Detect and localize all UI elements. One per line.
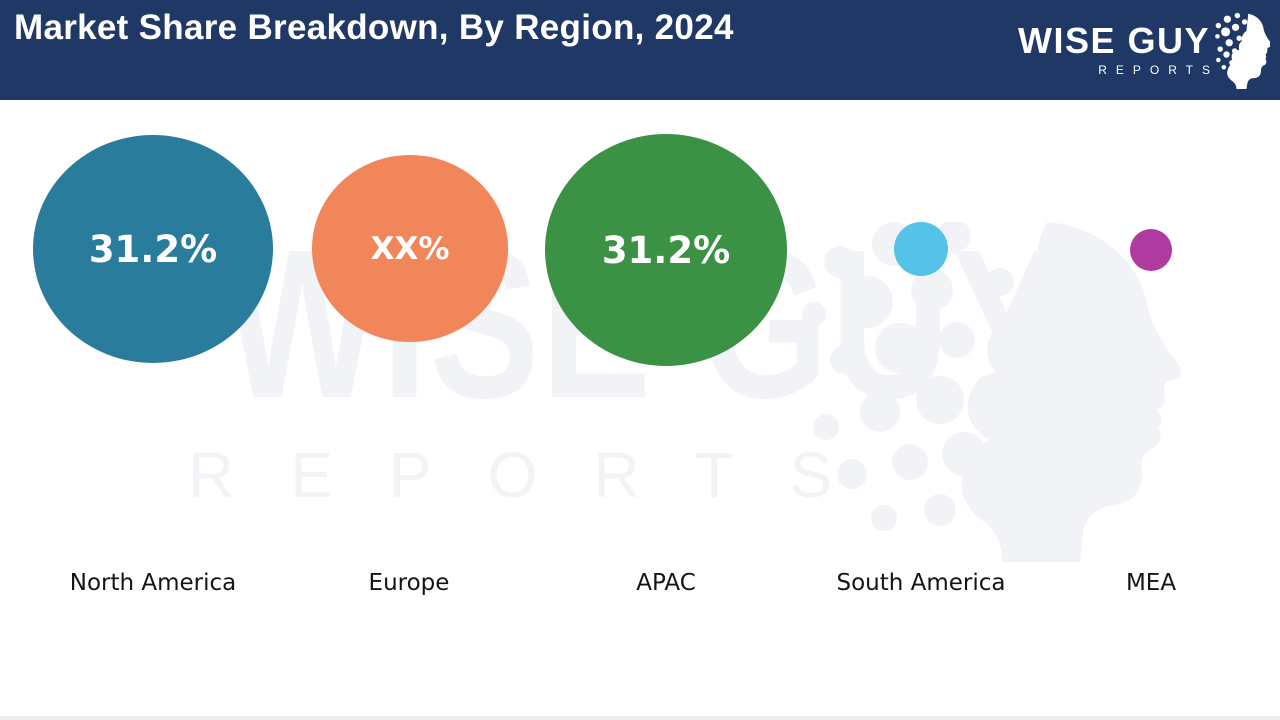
watermark-reports-label: REPORTS <box>188 439 889 511</box>
bubble-south-america <box>894 222 948 276</box>
bubble-value-label: 31.2% <box>88 227 218 271</box>
bottom-strip <box>0 716 1280 720</box>
header-bar: Market Share Breakdown, By Region, 2024 … <box>0 0 1280 100</box>
logo-text: WISE GUY REPORTS <box>1017 20 1210 78</box>
category-label-south-america: South America <box>836 570 1006 596</box>
logo-reports-label: REPORTS <box>1098 63 1219 77</box>
bubble-value-label: XX% <box>370 230 450 267</box>
category-label-north-america: North America <box>69 570 237 596</box>
watermark-head-icon <box>796 222 1182 562</box>
bubble-mea <box>1130 229 1172 271</box>
bubble-north-america: 31.2% <box>33 135 273 363</box>
category-label-apac: APAC <box>636 570 696 596</box>
bubble-apac: 31.2% <box>545 134 787 366</box>
wise-guy-logo: WISE GUY REPORTS <box>1018 4 1270 96</box>
category-label-mea: MEA <box>1125 570 1177 596</box>
logo-head-icon <box>1215 12 1270 89</box>
logo-wordmark: WISE GUY <box>1017 20 1210 61</box>
bubble-value-label: 31.2% <box>601 228 731 272</box>
page-title: Market Share Breakdown, By Region, 2024 <box>14 8 734 47</box>
bubble-europe: XX% <box>312 155 508 342</box>
category-label-europe: Europe <box>368 570 450 596</box>
